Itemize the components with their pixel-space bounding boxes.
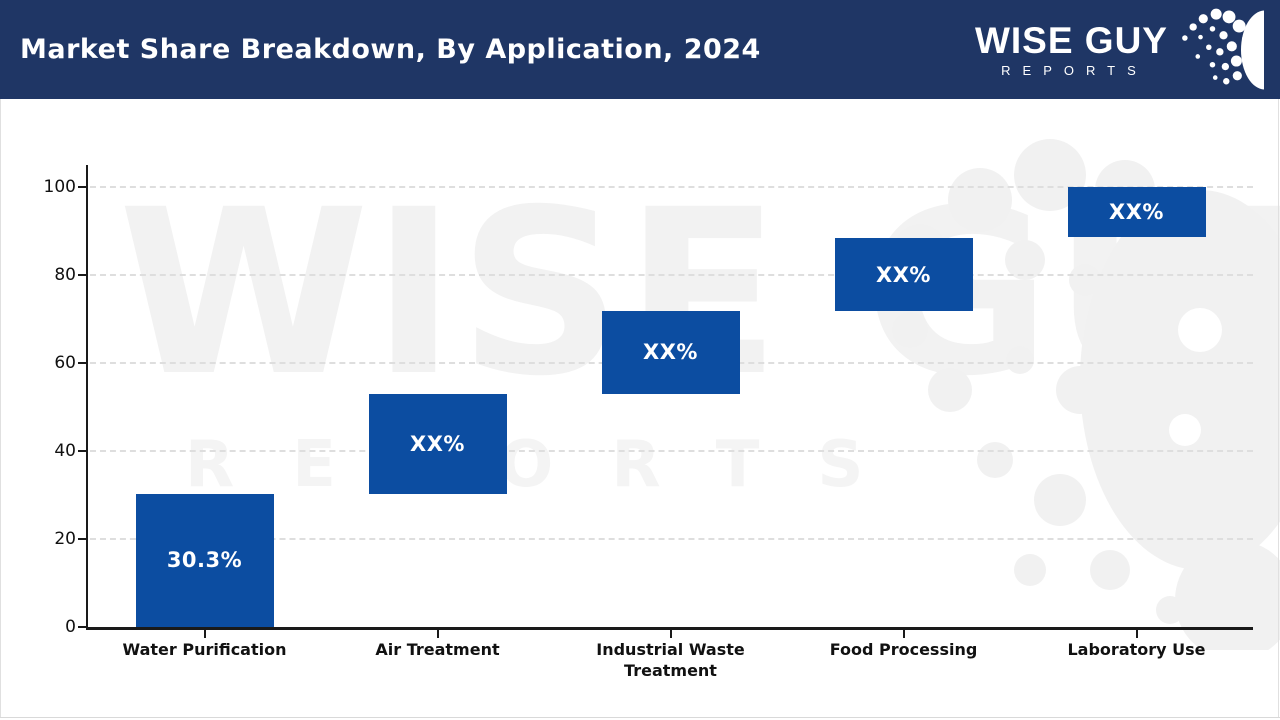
x-axis-tick — [436, 630, 439, 638]
x-category-label: Industrial Waste Treatment — [596, 640, 745, 680]
page-title: Market Share Breakdown, By Application, … — [20, 34, 761, 65]
bar-value-label: XX% — [1109, 200, 1164, 225]
y-tick-label: 60 — [54, 353, 76, 373]
x-category-label: Water Purification — [122, 640, 287, 659]
bar-air-treatment: XX% — [368, 393, 507, 494]
bar-laboratory-use: XX% — [1067, 187, 1206, 238]
logo-subtitle: REPORTS — [1001, 62, 1148, 78]
bar-water-purification: 30.3% — [135, 493, 274, 627]
y-axis-tick — [78, 450, 86, 452]
x-category-label: Laboratory Use — [1067, 640, 1206, 659]
y-tick-label: 0 — [65, 617, 76, 637]
gridline — [90, 538, 1253, 540]
bar-value-label: 30.3% — [166, 548, 243, 573]
logo-wordmark: WISE GUY — [974, 19, 1168, 61]
watermark-face-dots — [892, 139, 1280, 650]
gridline — [90, 186, 1253, 188]
y-axis-line — [86, 165, 88, 630]
watermark-subtitle: REPORTS — [185, 428, 922, 502]
y-axis-tick — [78, 274, 86, 276]
bottom-border — [0, 717, 1280, 718]
y-tick-label: 20 — [54, 529, 76, 549]
x-axis-tick — [902, 630, 905, 638]
wise-guy-reports-logo: WISE GUY REPORTS — [975, 8, 1264, 92]
bar-value-label: XX% — [876, 262, 931, 287]
bar-value-label: XX% — [643, 340, 698, 365]
left-border — [0, 99, 1, 718]
x-axis-tick — [203, 630, 206, 638]
y-axis-tick — [78, 186, 86, 188]
logo-text: WISE GUY REPORTS — [975, 22, 1168, 78]
y-axis-tick — [78, 538, 86, 540]
x-axis-tick — [669, 630, 672, 638]
x-category-label: Food Processing — [829, 640, 978, 659]
gridline — [90, 274, 1253, 276]
bar-food-processing: XX% — [834, 238, 973, 312]
y-tick-label: 80 — [54, 265, 76, 285]
right-border — [1278, 99, 1279, 718]
x-axis-tick — [1135, 630, 1138, 638]
x-axis-line — [86, 627, 1253, 630]
bar-value-label: XX% — [410, 431, 465, 456]
x-category-label: Air Treatment — [375, 640, 500, 659]
y-tick-label: 40 — [54, 441, 76, 461]
header: Market Share Breakdown, By Application, … — [0, 0, 1280, 99]
y-axis-tick — [78, 626, 86, 628]
bar-industrial-waste-treatment: XX% — [601, 311, 740, 394]
y-axis-tick — [78, 362, 86, 364]
y-tick-label: 100 — [43, 177, 76, 197]
gridline — [90, 450, 1253, 452]
logo-face-icon — [1182, 8, 1264, 90]
